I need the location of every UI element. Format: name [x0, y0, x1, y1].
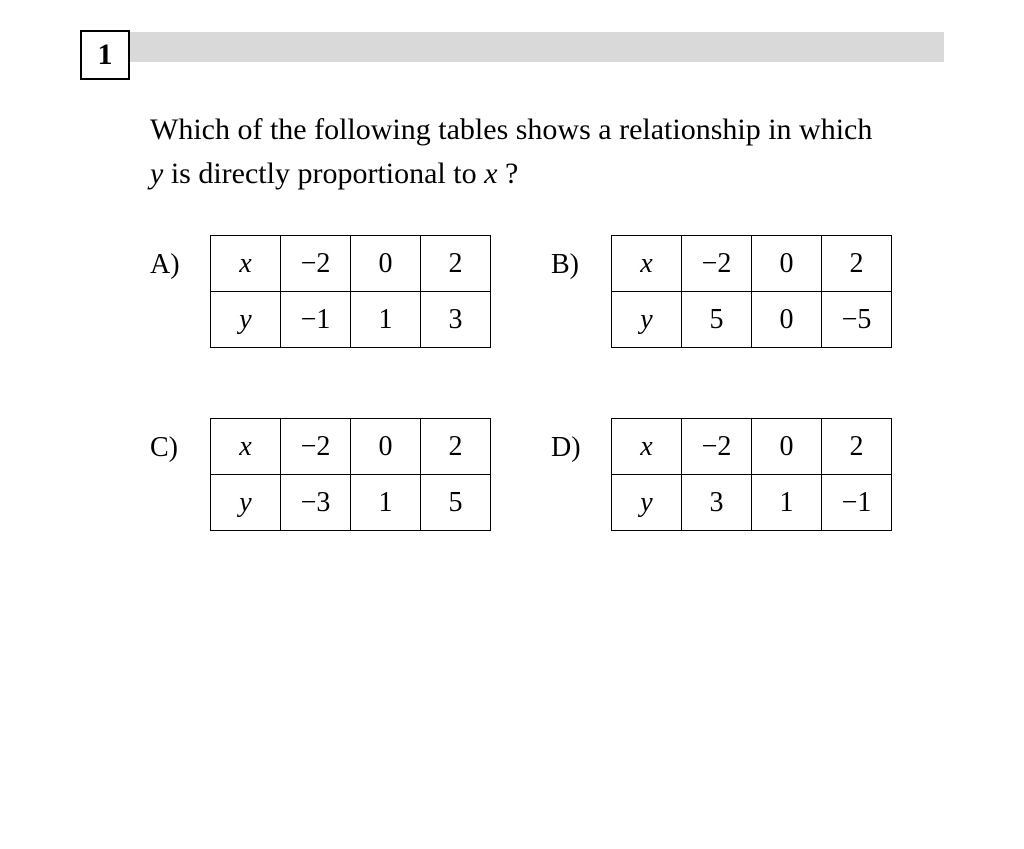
cell: −2 [281, 419, 351, 475]
option-a-label: A) [150, 235, 194, 281]
cell: −1 [281, 292, 351, 348]
cell: 2 [822, 419, 892, 475]
option-a-table: x −2 0 2 y −1 1 3 [210, 235, 491, 348]
option-b-table: x −2 0 2 y 5 0 −5 [611, 235, 892, 348]
cell: −2 [682, 419, 752, 475]
cell: 5 [682, 292, 752, 348]
cell: −2 [281, 236, 351, 292]
variable-y: y [150, 157, 163, 190]
cell-x-header: x [612, 236, 682, 292]
question-text: Which of the following tables shows a re… [150, 108, 884, 195]
cell: 2 [421, 419, 491, 475]
cell: 0 [351, 419, 421, 475]
table-row: x −2 0 2 [211, 236, 491, 292]
table-row: x −2 0 2 [612, 236, 892, 292]
cell-y-header: y [211, 292, 281, 348]
cell: 5 [421, 475, 491, 531]
cell: 2 [421, 236, 491, 292]
question-header: 1 [80, 30, 944, 80]
cell: 1 [351, 475, 421, 531]
variable-x: x [484, 157, 497, 190]
cell: 0 [752, 236, 822, 292]
cell: −1 [822, 475, 892, 531]
cell: 0 [351, 236, 421, 292]
options-grid: A) x −2 0 2 y −1 1 3 B) x [150, 235, 944, 531]
question-number-box: 1 [80, 30, 130, 80]
option-c-label: C) [150, 418, 194, 464]
cell: −2 [682, 236, 752, 292]
cell: 1 [752, 475, 822, 531]
cell-x-header: x [211, 236, 281, 292]
table-row: x −2 0 2 [211, 419, 491, 475]
table-row: x −2 0 2 [612, 419, 892, 475]
cell-x-header: x [211, 419, 281, 475]
option-c-table: x −2 0 2 y −3 1 5 [210, 418, 491, 531]
option-d-table: x −2 0 2 y 3 1 −1 [611, 418, 892, 531]
header-bar [130, 32, 944, 62]
cell-x-header: x [612, 419, 682, 475]
cell: −5 [822, 292, 892, 348]
cell: 3 [682, 475, 752, 531]
table-row: y −3 1 5 [211, 475, 491, 531]
question-text-prefix: Which of the following tables shows a re… [150, 113, 872, 146]
table-row: y 3 1 −1 [612, 475, 892, 531]
option-d-label: D) [551, 418, 595, 464]
page: 1 Which of the following tables shows a … [0, 0, 1024, 591]
option-b: B) x −2 0 2 y 5 0 −5 [551, 235, 892, 348]
table-row: y −1 1 3 [211, 292, 491, 348]
cell-y-header: y [211, 475, 281, 531]
cell-y-header: y [612, 475, 682, 531]
cell: 0 [752, 292, 822, 348]
question-text-mid: is directly proportional to [163, 157, 484, 190]
question-text-suffix: ? [497, 157, 518, 190]
option-a: A) x −2 0 2 y −1 1 3 [150, 235, 491, 348]
cell: 3 [421, 292, 491, 348]
option-d: D) x −2 0 2 y 3 1 −1 [551, 418, 892, 531]
question-number: 1 [98, 38, 113, 72]
cell: 2 [822, 236, 892, 292]
cell: −3 [281, 475, 351, 531]
table-row: y 5 0 −5 [612, 292, 892, 348]
cell-y-header: y [612, 292, 682, 348]
cell: 1 [351, 292, 421, 348]
option-c: C) x −2 0 2 y −3 1 5 [150, 418, 491, 531]
option-b-label: B) [551, 235, 595, 281]
cell: 0 [752, 419, 822, 475]
